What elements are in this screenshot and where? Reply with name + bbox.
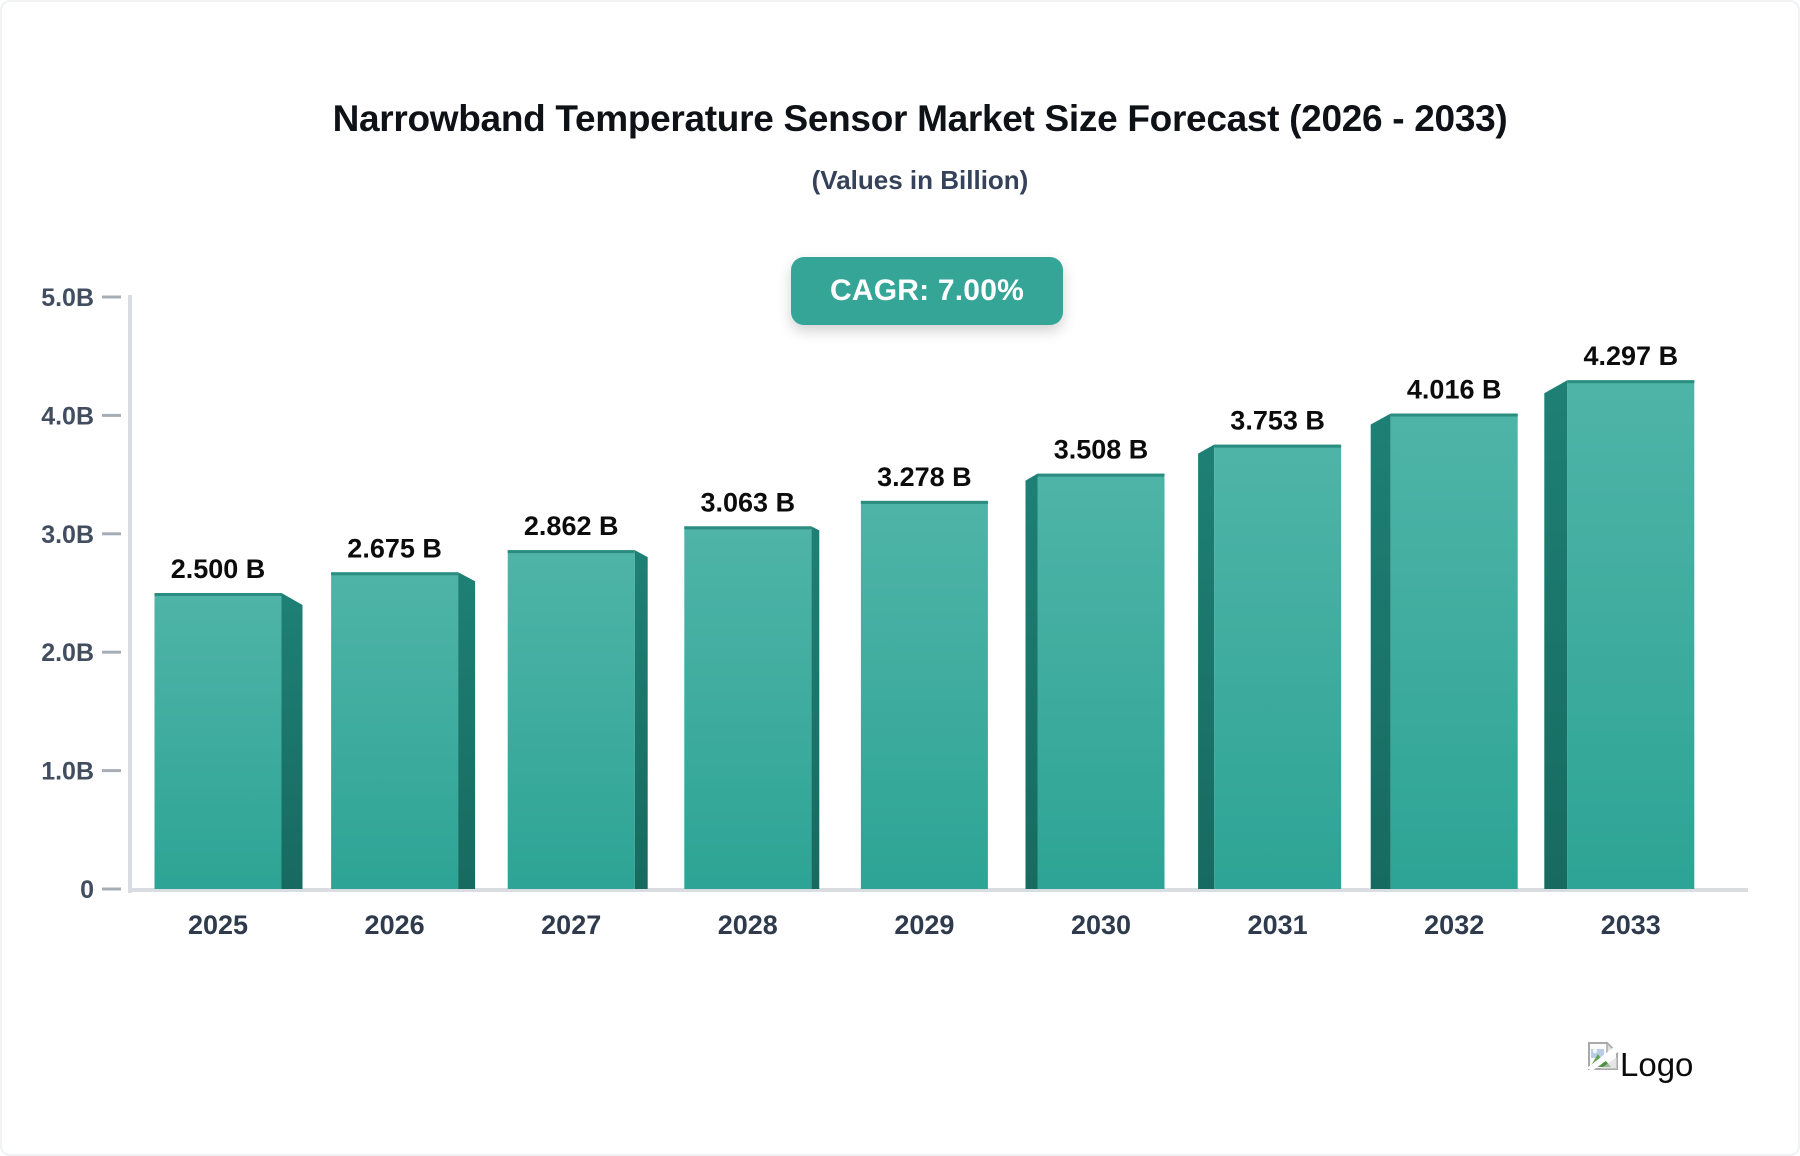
bar-side-face [1025, 473, 1038, 889]
cagr-badge-label: CAGR: 7.00% [830, 274, 1024, 307]
y-tick-dash [102, 769, 121, 773]
x-tick-label: 2033 [1601, 910, 1661, 940]
x-axis-line [128, 888, 1748, 892]
bar-value-label: 2.500 B [171, 554, 266, 584]
bar-value-label: 3.063 B [701, 487, 796, 517]
bar-top-edge [1214, 444, 1342, 448]
y-tick-label: 5.0B [41, 284, 94, 312]
bar-side-face [634, 550, 648, 889]
y-axis-line [128, 295, 132, 893]
bar-top-edge [1567, 380, 1695, 384]
x-tick-label: 2031 [1248, 910, 1308, 940]
bar-group-2029: 3.278 B 2029 [860, 462, 988, 940]
bar-top-edge [1037, 473, 1165, 477]
bar-side-face [1370, 413, 1391, 889]
bar-top-edge [507, 550, 635, 554]
y-tick-label: 0 [80, 876, 94, 904]
bar-group-2031: 3.753 B 2031 [1198, 406, 1342, 940]
cagr-badge: CAGR: 7.00% [791, 257, 1063, 325]
bar-group-2030: 3.508 B 2030 [1025, 435, 1165, 940]
x-tick-label: 2029 [894, 910, 954, 940]
x-tick-label: 2032 [1424, 910, 1484, 940]
bar-side-face [458, 572, 476, 889]
bar-top-edge [860, 500, 988, 504]
bar-front-face [1214, 444, 1342, 889]
logo-alt-text: Logo [1620, 1046, 1694, 1083]
y-tick-label: 3.0B [41, 521, 94, 549]
bar-top-edge [1390, 413, 1518, 417]
x-tick-label: 2028 [718, 910, 778, 940]
bar-group-2033: 4.297 B 2033 [1544, 341, 1695, 940]
broken-image-icon [1587, 1041, 1619, 1071]
x-tick-label: 2027 [541, 910, 601, 940]
y-tick-label: 2.0B [41, 639, 94, 667]
bar-value-label: 3.508 B [1054, 435, 1149, 465]
bar-group-2032: 4.016 B 2032 [1370, 375, 1518, 940]
bar-group-2025: 2.500 B 2025 [154, 554, 303, 940]
y-tick-label: 4.0B [41, 402, 94, 430]
bar-side-face [1198, 444, 1215, 889]
bar-top-edge [684, 526, 812, 530]
y-tick-label: 1.0B [41, 758, 94, 786]
bar-side-face [281, 593, 303, 889]
x-tick-label: 2030 [1071, 910, 1131, 940]
bar-group-2028: 3.063 B 2028 [684, 487, 820, 940]
bar-top-edge [154, 593, 282, 596]
bar-value-label: 2.675 B [347, 533, 442, 563]
bar-value-label: 2.862 B [524, 511, 619, 541]
bar-front-face [860, 500, 988, 889]
bar-front-face [1390, 413, 1518, 889]
bar-top-edge [331, 572, 459, 576]
bar-side-face [811, 526, 820, 889]
bar-front-face [331, 572, 459, 889]
y-tick-dash [102, 295, 121, 299]
bar-side-face [1544, 380, 1568, 889]
footer-logo: Logo [1586, 1040, 1693, 1081]
bar-group-2027: 2.862 B 2027 [507, 511, 648, 940]
bar-value-label: 4.297 B [1584, 341, 1679, 371]
bar-group-2026: 2.675 B 2026 [331, 533, 476, 940]
y-tick-dash [102, 887, 121, 891]
chart-subtitle: (Values in Billion) [811, 165, 1029, 195]
x-tick-label: 2026 [365, 910, 425, 940]
bar-value-label: 3.753 B [1230, 406, 1325, 436]
bar-front-face [507, 550, 635, 889]
y-tick-dash [102, 413, 121, 417]
bar-front-face [1567, 380, 1695, 889]
x-tick-label: 2025 [188, 910, 248, 940]
bar-front-face [684, 526, 812, 889]
chart-title: Narrowband Temperature Sensor Market Siz… [332, 98, 1508, 139]
y-tick-dash [102, 532, 121, 536]
bar-front-face [1037, 473, 1165, 889]
y-tick-dash [102, 650, 121, 654]
bar-front-face [154, 593, 282, 889]
bar-value-label: 3.278 B [877, 462, 972, 492]
bar-value-label: 4.016 B [1407, 375, 1502, 405]
